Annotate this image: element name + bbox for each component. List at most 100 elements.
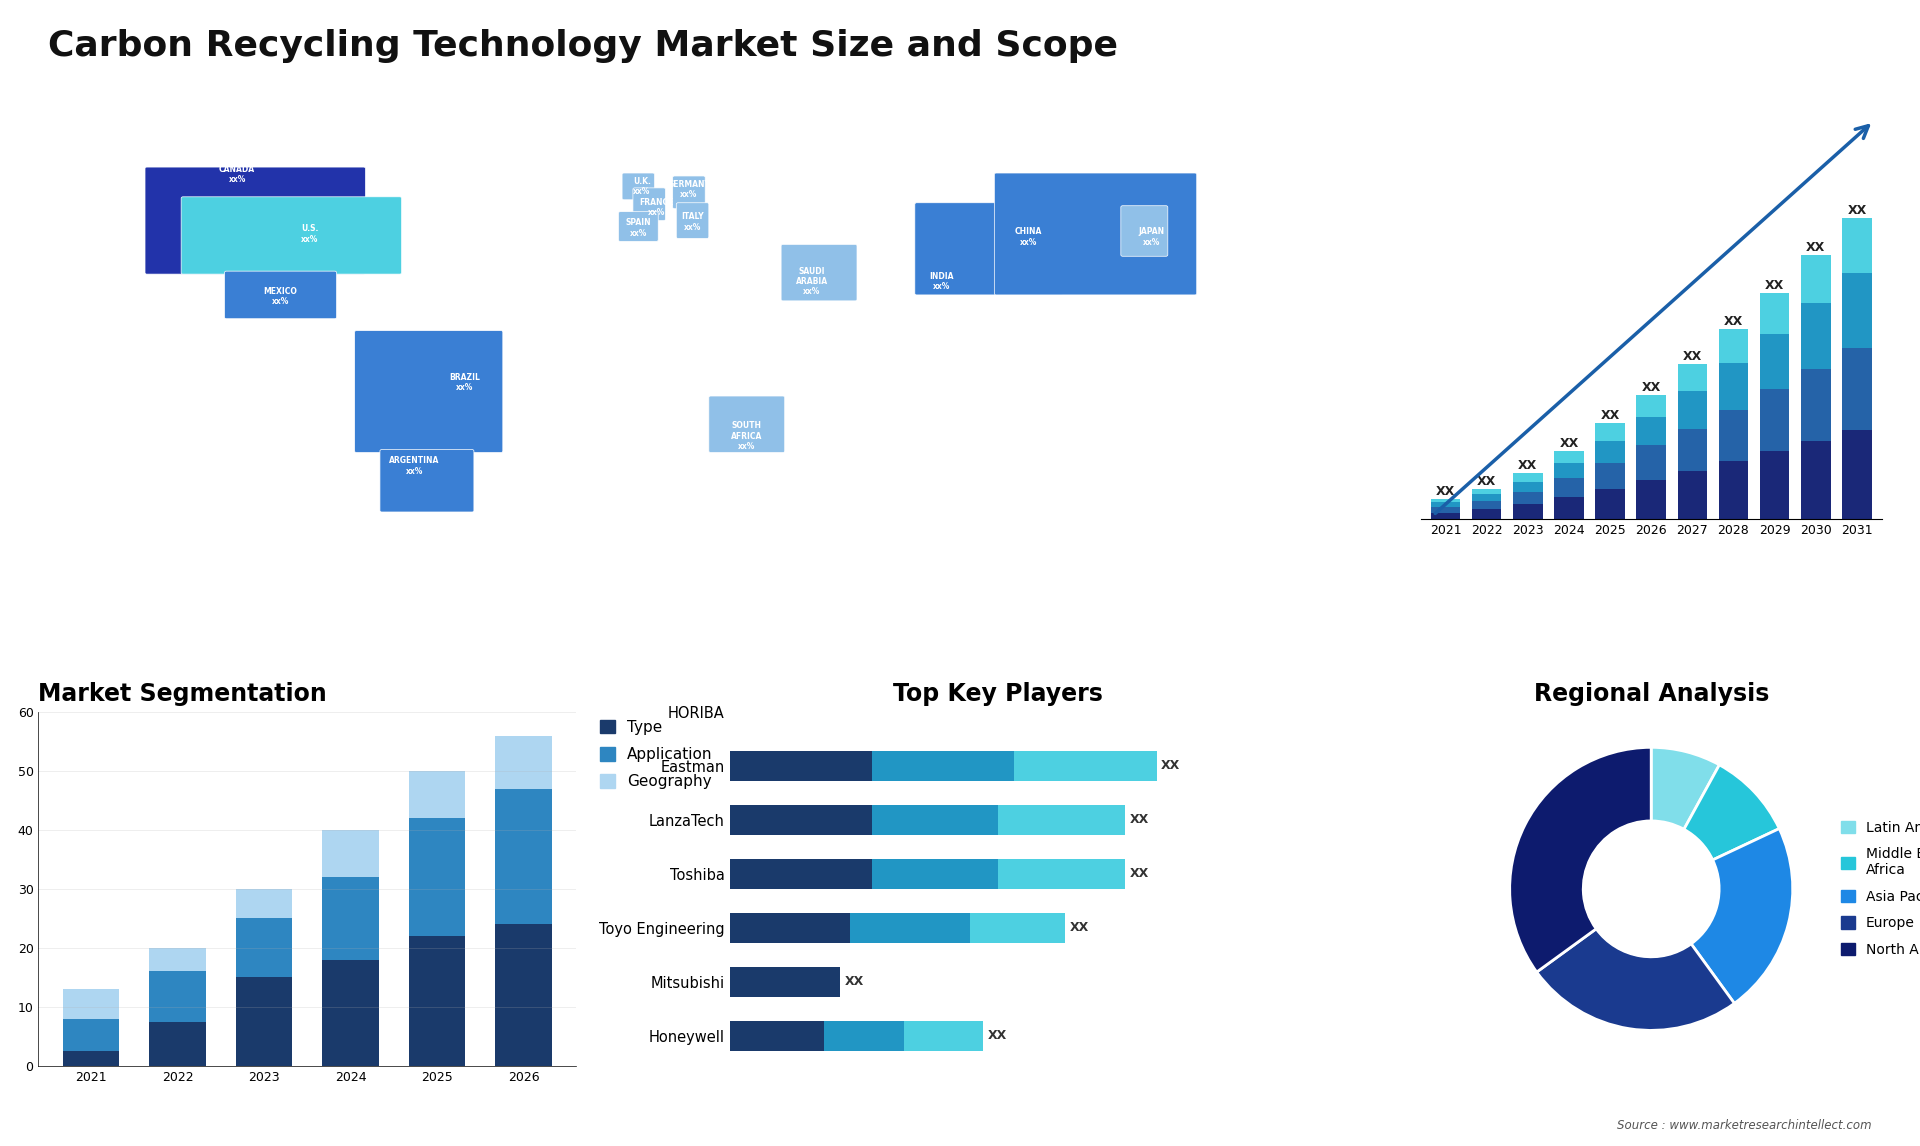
Bar (1513, 504, 1542, 519)
Text: GERMANY
xx%: GERMANY xx% (668, 180, 710, 199)
FancyBboxPatch shape (781, 244, 856, 301)
Bar (1761, 390, 1789, 450)
Bar (1430, 507, 1461, 512)
FancyBboxPatch shape (618, 212, 659, 242)
Bar (150, 1021, 205, 1066)
Bar (1473, 488, 1501, 494)
Bar (1430, 499, 1461, 502)
Legend: Latin America, Middle East &
Africa, Asia Pacific, Europe, North America: Latin America, Middle East & Africa, Asi… (1836, 815, 1920, 963)
Bar (1718, 461, 1749, 519)
Bar (1678, 363, 1707, 391)
Bar (1718, 329, 1749, 363)
Bar (1513, 481, 1542, 492)
Bar (1014, 751, 1156, 780)
Legend: Type, Application, Geography: Type, Application, Geography (599, 720, 712, 790)
Bar (495, 924, 551, 1066)
Circle shape (1584, 821, 1718, 957)
Text: XX: XX (1129, 814, 1148, 826)
Text: XX: XX (1129, 868, 1148, 880)
Text: INDIA
xx%: INDIA xx% (929, 272, 954, 291)
Text: JAPAN
xx%: JAPAN xx% (1139, 227, 1165, 246)
Text: XX: XX (1436, 485, 1455, 497)
Bar (730, 806, 872, 834)
Bar (1841, 273, 1872, 348)
Text: XX: XX (1559, 437, 1578, 450)
Bar (730, 751, 872, 780)
FancyBboxPatch shape (676, 203, 708, 238)
Bar (1430, 502, 1461, 507)
Text: XX: XX (1069, 921, 1089, 934)
Text: Source : www.marketresearchintellect.com: Source : www.marketresearchintellect.com (1617, 1120, 1872, 1132)
FancyBboxPatch shape (225, 272, 336, 319)
Text: FRANCE
xx%: FRANCE xx% (639, 197, 674, 217)
Bar (236, 918, 292, 978)
Bar (970, 913, 1066, 943)
FancyBboxPatch shape (708, 397, 785, 453)
Bar (1596, 488, 1624, 519)
Wedge shape (1684, 764, 1780, 860)
FancyBboxPatch shape (914, 203, 1064, 295)
Bar (1596, 440, 1624, 463)
FancyBboxPatch shape (355, 330, 503, 453)
Bar (1596, 463, 1624, 488)
Bar (150, 948, 205, 972)
FancyBboxPatch shape (1121, 206, 1167, 257)
Text: XX: XX (1601, 409, 1620, 423)
FancyBboxPatch shape (622, 173, 655, 199)
Bar (730, 1021, 824, 1051)
Bar (1596, 423, 1624, 440)
Text: CHINA
xx%: CHINA xx% (1016, 227, 1043, 246)
Text: Carbon Recycling Technology Market Size and Scope: Carbon Recycling Technology Market Size … (48, 29, 1117, 63)
FancyBboxPatch shape (634, 188, 666, 220)
Text: XX: XX (1847, 204, 1866, 217)
Bar (1473, 509, 1501, 519)
Bar (1636, 480, 1667, 519)
Bar (1430, 512, 1461, 519)
Wedge shape (1692, 829, 1793, 1004)
Text: XX: XX (1642, 380, 1661, 393)
Text: SAUDI
ARABIA
xx%: SAUDI ARABIA xx% (795, 267, 828, 297)
Text: XX: XX (1162, 760, 1181, 772)
Bar (851, 913, 970, 943)
Text: XX: XX (1476, 474, 1496, 487)
Text: BRAZIL
xx%: BRAZIL xx% (449, 372, 480, 392)
FancyBboxPatch shape (995, 173, 1196, 295)
Bar (1636, 446, 1667, 480)
Bar (998, 806, 1125, 834)
Bar (1678, 471, 1707, 519)
Bar (409, 771, 465, 818)
Bar (1761, 450, 1789, 519)
FancyBboxPatch shape (380, 449, 474, 512)
Bar (1761, 335, 1789, 390)
Bar (1553, 450, 1584, 463)
Bar (824, 1021, 904, 1051)
Text: CANADA
xx%: CANADA xx% (219, 165, 255, 185)
Text: XX: XX (1807, 242, 1826, 254)
Wedge shape (1536, 928, 1734, 1030)
Text: XX: XX (1764, 280, 1784, 292)
Bar (998, 860, 1125, 889)
Bar (1841, 348, 1872, 430)
Bar (730, 967, 841, 997)
Bar (150, 972, 205, 1021)
Bar (495, 788, 551, 924)
Bar (236, 978, 292, 1066)
Bar (872, 806, 998, 834)
Text: XX: XX (1519, 460, 1538, 472)
Bar (872, 860, 998, 889)
Bar (1761, 293, 1789, 335)
FancyBboxPatch shape (146, 167, 365, 274)
Bar (1553, 478, 1584, 497)
Bar (409, 818, 465, 936)
Bar (872, 751, 1014, 780)
Bar (63, 989, 119, 1019)
Bar (63, 1051, 119, 1066)
Bar (1801, 256, 1830, 304)
Text: ARGENTINA
xx%: ARGENTINA xx% (390, 456, 440, 476)
Text: SOUTH
AFRICA
xx%: SOUTH AFRICA xx% (732, 422, 762, 452)
Bar (1636, 417, 1667, 446)
Text: XX: XX (1682, 350, 1701, 363)
Bar (1473, 501, 1501, 509)
Text: U.S.
xx%: U.S. xx% (301, 225, 319, 244)
Bar (730, 860, 872, 889)
